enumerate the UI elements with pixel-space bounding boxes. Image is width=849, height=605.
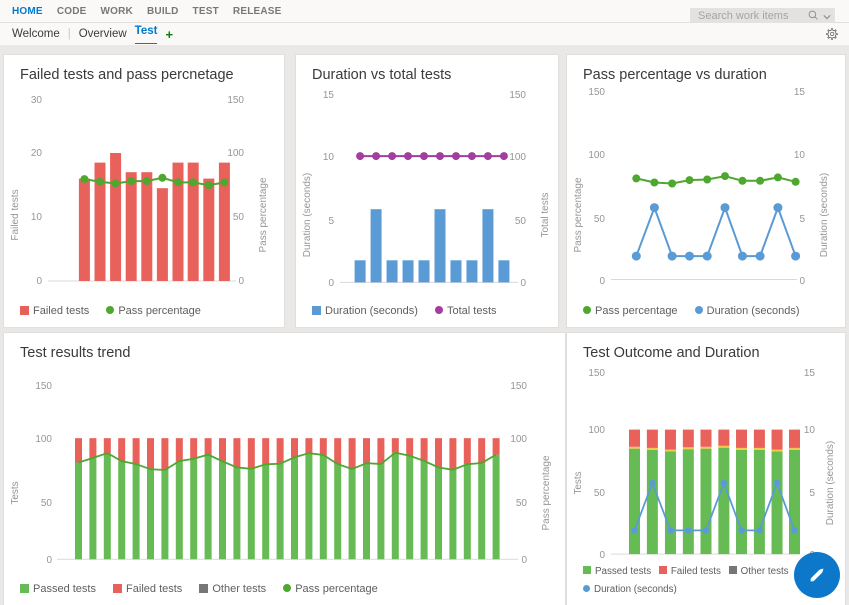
- svg-text:150: 150: [509, 90, 526, 101]
- svg-text:5: 5: [799, 214, 805, 225]
- svg-text:150: 150: [35, 381, 52, 392]
- svg-text:50: 50: [233, 212, 245, 223]
- svg-text:10: 10: [804, 425, 816, 436]
- svg-text:50: 50: [516, 498, 528, 509]
- svg-text:100: 100: [588, 150, 605, 161]
- svg-text:5: 5: [328, 216, 334, 227]
- svg-text:20: 20: [31, 148, 43, 159]
- svg-text:150: 150: [510, 381, 527, 392]
- svg-text:10: 10: [794, 150, 806, 161]
- svg-text:0: 0: [599, 550, 605, 561]
- svg-text:150: 150: [588, 368, 605, 379]
- svg-text:Tests: Tests: [10, 481, 21, 504]
- svg-text:30: 30: [31, 95, 43, 106]
- svg-text:Duration (seconds): Duration (seconds): [302, 173, 313, 257]
- svg-text:0: 0: [328, 278, 334, 289]
- svg-text:0: 0: [599, 276, 605, 287]
- svg-text:0: 0: [520, 278, 526, 289]
- svg-text:15: 15: [794, 87, 806, 98]
- svg-text:Duration (seconds): Duration (seconds): [819, 173, 830, 257]
- svg-text:Tests: Tests: [573, 471, 584, 494]
- svg-text:15: 15: [323, 90, 335, 101]
- svg-text:0: 0: [799, 276, 805, 287]
- svg-text:100: 100: [509, 152, 526, 163]
- svg-text:0: 0: [36, 276, 42, 287]
- svg-text:0: 0: [238, 276, 244, 287]
- svg-text:50: 50: [594, 214, 606, 225]
- svg-text:100: 100: [35, 434, 52, 445]
- svg-text:0: 0: [521, 555, 527, 566]
- svg-text:Pass percentage: Pass percentage: [573, 177, 584, 252]
- svg-text:5: 5: [809, 488, 815, 499]
- svg-text:100: 100: [588, 425, 605, 436]
- svg-text:50: 50: [594, 488, 606, 499]
- svg-text:Failed tests: Failed tests: [10, 189, 21, 240]
- svg-text:Total tests: Total tests: [540, 192, 551, 237]
- svg-text:0: 0: [46, 555, 52, 566]
- svg-text:15: 15: [804, 368, 816, 379]
- svg-text:100: 100: [227, 148, 244, 159]
- svg-text:Pass percentage: Pass percentage: [258, 177, 269, 252]
- svg-text:150: 150: [227, 95, 244, 106]
- svg-text:10: 10: [323, 152, 335, 163]
- svg-text:10: 10: [31, 212, 43, 223]
- svg-text:150: 150: [588, 87, 605, 98]
- svg-text:50: 50: [41, 498, 53, 509]
- svg-text:Pass percentage: Pass percentage: [541, 455, 552, 530]
- svg-text:Duration (seconds): Duration (seconds): [825, 441, 836, 525]
- svg-text:50: 50: [515, 216, 527, 227]
- svg-text:100: 100: [510, 434, 527, 445]
